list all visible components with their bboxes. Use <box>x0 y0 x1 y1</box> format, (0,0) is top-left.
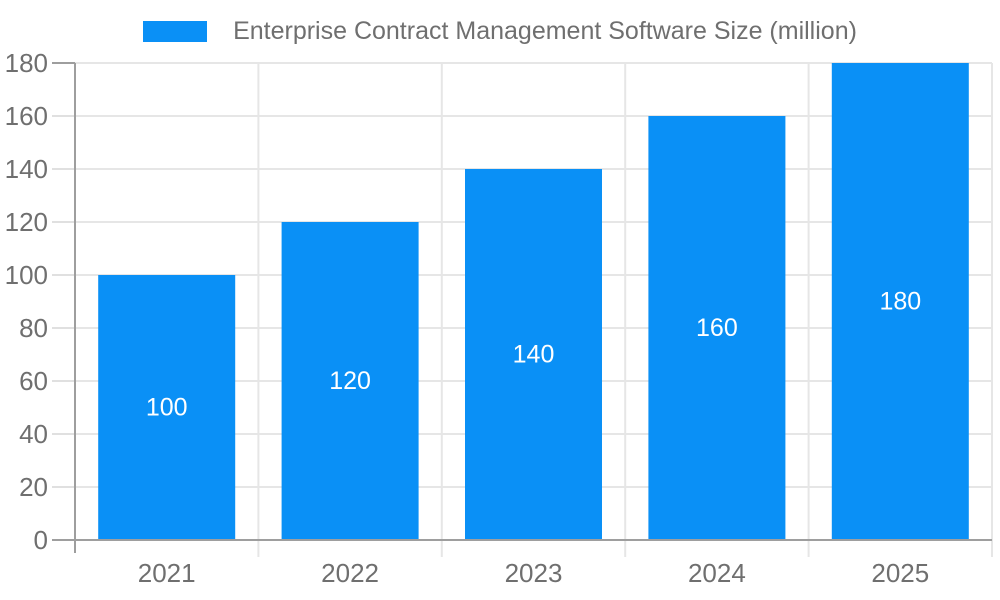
x-axis-label: 2023 <box>505 558 563 588</box>
bar-value-label: 120 <box>329 367 371 395</box>
bar-2025[interactable] <box>831 63 969 540</box>
legend-label: Enterprise Contract Management Software … <box>233 16 857 45</box>
x-axis-label: 2025 <box>871 558 929 588</box>
y-axis-label: 40 <box>19 419 48 449</box>
bar-2022[interactable] <box>281 222 419 540</box>
bar-value-label: 100 <box>146 394 188 422</box>
legend[interactable]: Enterprise Contract Management Software … <box>0 16 1000 46</box>
y-axis-label: 160 <box>5 101 48 131</box>
y-axis-label: 100 <box>5 260 48 290</box>
y-axis-label: 80 <box>19 313 48 343</box>
x-axis-label: 2024 <box>688 558 746 588</box>
y-axis-label: 60 <box>19 366 48 396</box>
bar-value-label: 180 <box>879 288 921 316</box>
y-axis-label: 0 <box>34 525 48 555</box>
bar-2021[interactable] <box>98 275 236 540</box>
bar-value-label: 160 <box>696 314 738 342</box>
y-axis-label: 140 <box>5 154 48 184</box>
legend-swatch-icon <box>143 20 208 42</box>
y-axis-label: 180 <box>5 48 48 78</box>
x-axis-label: 2022 <box>321 558 379 588</box>
bar-2023[interactable] <box>465 169 602 540</box>
x-axis-label: 2021 <box>138 558 196 588</box>
bar-value-label: 140 <box>513 341 555 369</box>
bar-2024[interactable] <box>648 116 786 540</box>
y-axis-label: 120 <box>5 207 48 237</box>
y-axis-label: 20 <box>19 472 48 502</box>
